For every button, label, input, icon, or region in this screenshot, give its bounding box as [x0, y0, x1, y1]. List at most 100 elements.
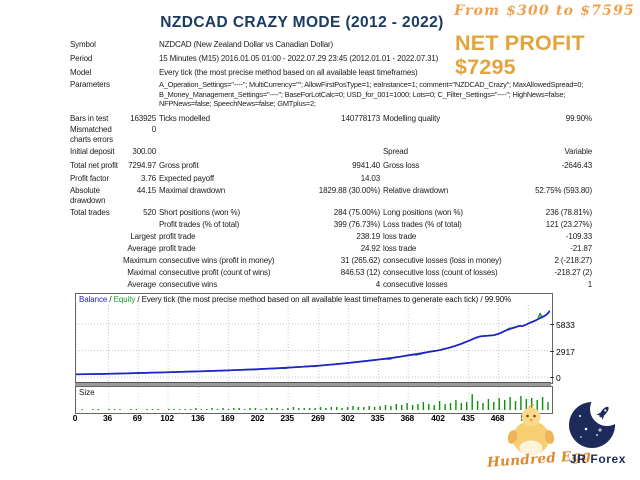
report-cell: 163925	[130, 114, 156, 123]
report-cell: Mismatched charts errors	[70, 125, 113, 144]
report-row: Total net profit 7294.97 Gross profit 9941.…	[70, 161, 592, 174]
size-bar	[330, 407, 332, 410]
size-bar	[411, 405, 414, 410]
report-row: Absolute drawdown 44.15 Maximal drawdown 18…	[70, 186, 592, 208]
size-bar	[146, 409, 148, 410]
size-bar	[471, 394, 473, 410]
balance-chart: Balance / Equity / Every tick (the most …	[75, 293, 575, 384]
report-cell: Maximum	[123, 256, 157, 266]
size-bar	[151, 409, 154, 410]
size-bar	[189, 409, 192, 410]
size-bar	[271, 408, 273, 410]
report-row: Average consecutive wins 4 consecutive loss…	[70, 280, 592, 292]
size-bar	[233, 408, 235, 410]
report-cell: Average	[127, 280, 156, 290]
report-cell: Relative drawdown	[383, 186, 449, 195]
x-axis-label: 202	[250, 413, 265, 423]
size-bar	[449, 403, 452, 410]
size-bar	[444, 404, 446, 410]
size-bar	[157, 409, 159, 410]
size-bar	[119, 409, 121, 410]
size-bar	[308, 408, 311, 410]
report-cell: Profit trades (% of total)	[159, 220, 240, 230]
report-cell: Spread	[383, 147, 408, 156]
size-chart: Size	[75, 386, 553, 414]
report-cell: profit trade	[159, 244, 196, 254]
report-cell: Long positions (won %)	[383, 208, 463, 217]
report-row: Profit factor 3.76 Expected payoff 14.03	[70, 174, 584, 186]
strategy-report-table: Symbol NZDCAD (New Zealand Dollar vs Cana…	[70, 40, 592, 292]
size-bar	[168, 409, 170, 410]
size-bar	[498, 398, 500, 410]
size-bar	[254, 408, 257, 410]
report-cell: consecutive wins	[159, 280, 218, 290]
x-axis-label: 368	[400, 413, 415, 423]
size-bar	[227, 409, 230, 410]
y-axis-label: 5833	[556, 320, 575, 330]
size-bar	[92, 409, 94, 410]
size-bar	[384, 405, 387, 410]
report-cell: Maximal drawdown	[159, 186, 226, 195]
hundred-egg-chick-logo	[507, 404, 555, 456]
size-bar	[303, 408, 305, 410]
size-bar	[314, 408, 316, 410]
x-axis-label: 169	[220, 413, 235, 423]
size-bar	[341, 408, 343, 410]
net-profit-label: NET PROFIT	[455, 31, 585, 55]
x-axis-label: 102	[160, 413, 174, 423]
report-cell: -218.27 (2)	[554, 268, 593, 278]
report-row: Model Every tick (the most precise method…	[70, 68, 584, 80]
report-cell: 1	[587, 280, 592, 290]
lot-size-bars	[76, 387, 549, 411]
size-bar	[352, 406, 354, 410]
size-bar	[395, 404, 397, 410]
report-cell: 520	[143, 208, 156, 217]
report-cell: Bars in test	[70, 114, 109, 123]
x-axis-labels: 0 36 69 102 136 169 202 235 269 302 335 368 402 435 46…	[72, 413, 551, 423]
size-bar	[336, 407, 338, 410]
report-cell: 15 Minutes (M15) 2016.01.05 01:00 - 2022…	[159, 54, 439, 63]
size-bar	[541, 397, 544, 410]
legend-equity: Equity	[113, 295, 136, 304]
report-cell: 14.03	[360, 174, 380, 183]
report-cell: 4	[375, 280, 380, 290]
size-bar	[206, 409, 208, 410]
report-cell: Total net profit	[70, 161, 118, 170]
size-bar	[108, 409, 110, 410]
report-cell: consecutive losses (loss in money)	[383, 256, 502, 266]
report-cell: consecutive losses	[383, 280, 448, 290]
x-axis-label: 302	[340, 413, 355, 423]
report-cell: -109.33	[565, 232, 592, 242]
size-bar	[504, 400, 506, 410]
report-cell: NZDCAD (New Zealand Dollar vs Canadian D…	[159, 40, 334, 49]
size-bar	[455, 400, 457, 410]
size-bar	[130, 409, 132, 410]
report-cell: 3.76	[141, 174, 156, 183]
report-cell: 300.00	[132, 147, 156, 156]
size-bar	[476, 401, 479, 410]
report-cell: Period	[70, 54, 93, 63]
x-axis-label: 0	[72, 413, 78, 423]
x-axis-label: 402	[431, 413, 445, 423]
size-bar	[135, 409, 137, 410]
size-bar	[487, 399, 490, 410]
report-cell: Gross profit	[159, 161, 199, 170]
report-cell: 284 (75.00%)	[333, 208, 380, 217]
report-cell: 236 (78.81%)	[545, 208, 592, 217]
report-cell: 399 (76.73%)	[333, 220, 380, 230]
report-row: Largest profit trade 238.19 loss trade -109.…	[70, 232, 592, 244]
size-bar	[525, 399, 527, 410]
tagline-text: From $300 to $7595	[454, 3, 635, 19]
report-cell: Profit factor	[70, 174, 109, 183]
report-cell: loss trade	[383, 244, 417, 254]
size-bar	[184, 409, 186, 410]
report-cell: loss trade	[383, 232, 417, 242]
x-axis-label: 269	[311, 413, 325, 423]
report-cell: 9941.40	[352, 161, 380, 170]
size-bar	[276, 408, 278, 410]
report-cell: Short positions (won %)	[159, 208, 241, 217]
size-bar	[406, 403, 408, 410]
report-cell: Initial deposit	[70, 147, 115, 156]
legend-model: Every tick (the most precise method base…	[141, 295, 512, 304]
